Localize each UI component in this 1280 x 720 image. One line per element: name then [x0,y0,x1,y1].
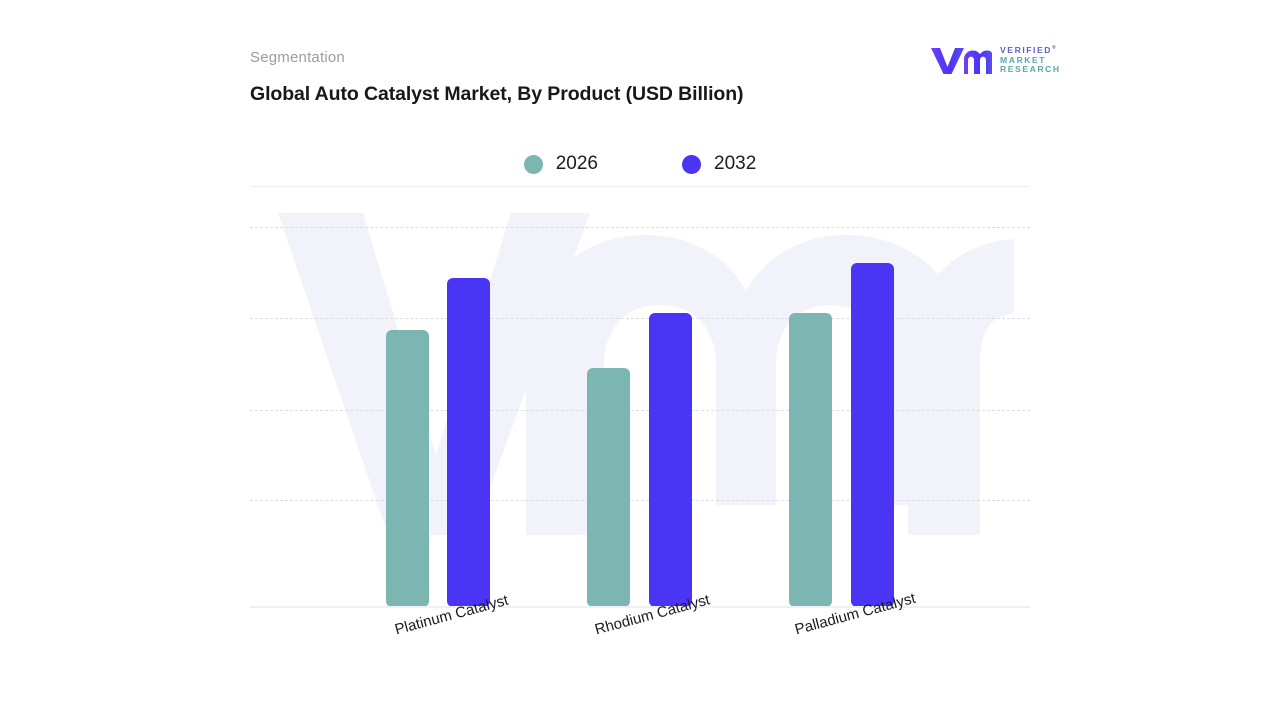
gridline [250,500,1030,501]
bar-rhodium-2032[interactable] [649,313,692,607]
gridline [250,227,1030,228]
gridline [250,318,1030,319]
x-axis-baseline [250,606,1030,608]
logo-line-research: RESEARCH [1000,64,1061,75]
logo-line-verified: VERIFIED® [1000,45,1056,56]
bar-rhodium-2026[interactable] [587,368,630,607]
legend-swatch-2026 [523,154,543,174]
vmr-monogram-icon [931,48,992,74]
verified-market-research-logo: VERIFIED® MARKET RESEARCH [930,42,1062,78]
x-axis-category-labels: Platinum Catalyst Rhodium Catalyst Palla… [250,590,1030,698]
logo-line-market: MARKET [1000,54,1047,65]
chart-legend: 2026 2032 [250,148,1030,180]
legend-item-2032[interactable]: 2032 [682,153,756,175]
registered-trademark-icon: ® [1052,45,1056,52]
logo-wordmark: VERIFIED® MARKET RESEARCH [1000,45,1061,75]
bar-platinum-2026[interactable] [386,330,429,607]
bar-platinum-2032[interactable] [447,278,490,607]
page-title: Global Auto Catalyst Market, By Product … [250,83,744,105]
segmentation-label: Segmentation [250,49,345,66]
legend-swatch-2032 [682,154,701,174]
bar-series-container [250,187,1030,608]
legend-divider [250,186,1030,187]
legend-item-2026[interactable]: 2026 [523,153,598,175]
bar-palladium-2032[interactable] [851,263,894,607]
gridline [250,410,1030,411]
legend-label-2032: 2032 [714,153,757,174]
bar-palladium-2026[interactable] [789,313,832,607]
plot-area [250,187,1030,608]
legend-label-2026: 2026 [555,153,598,174]
